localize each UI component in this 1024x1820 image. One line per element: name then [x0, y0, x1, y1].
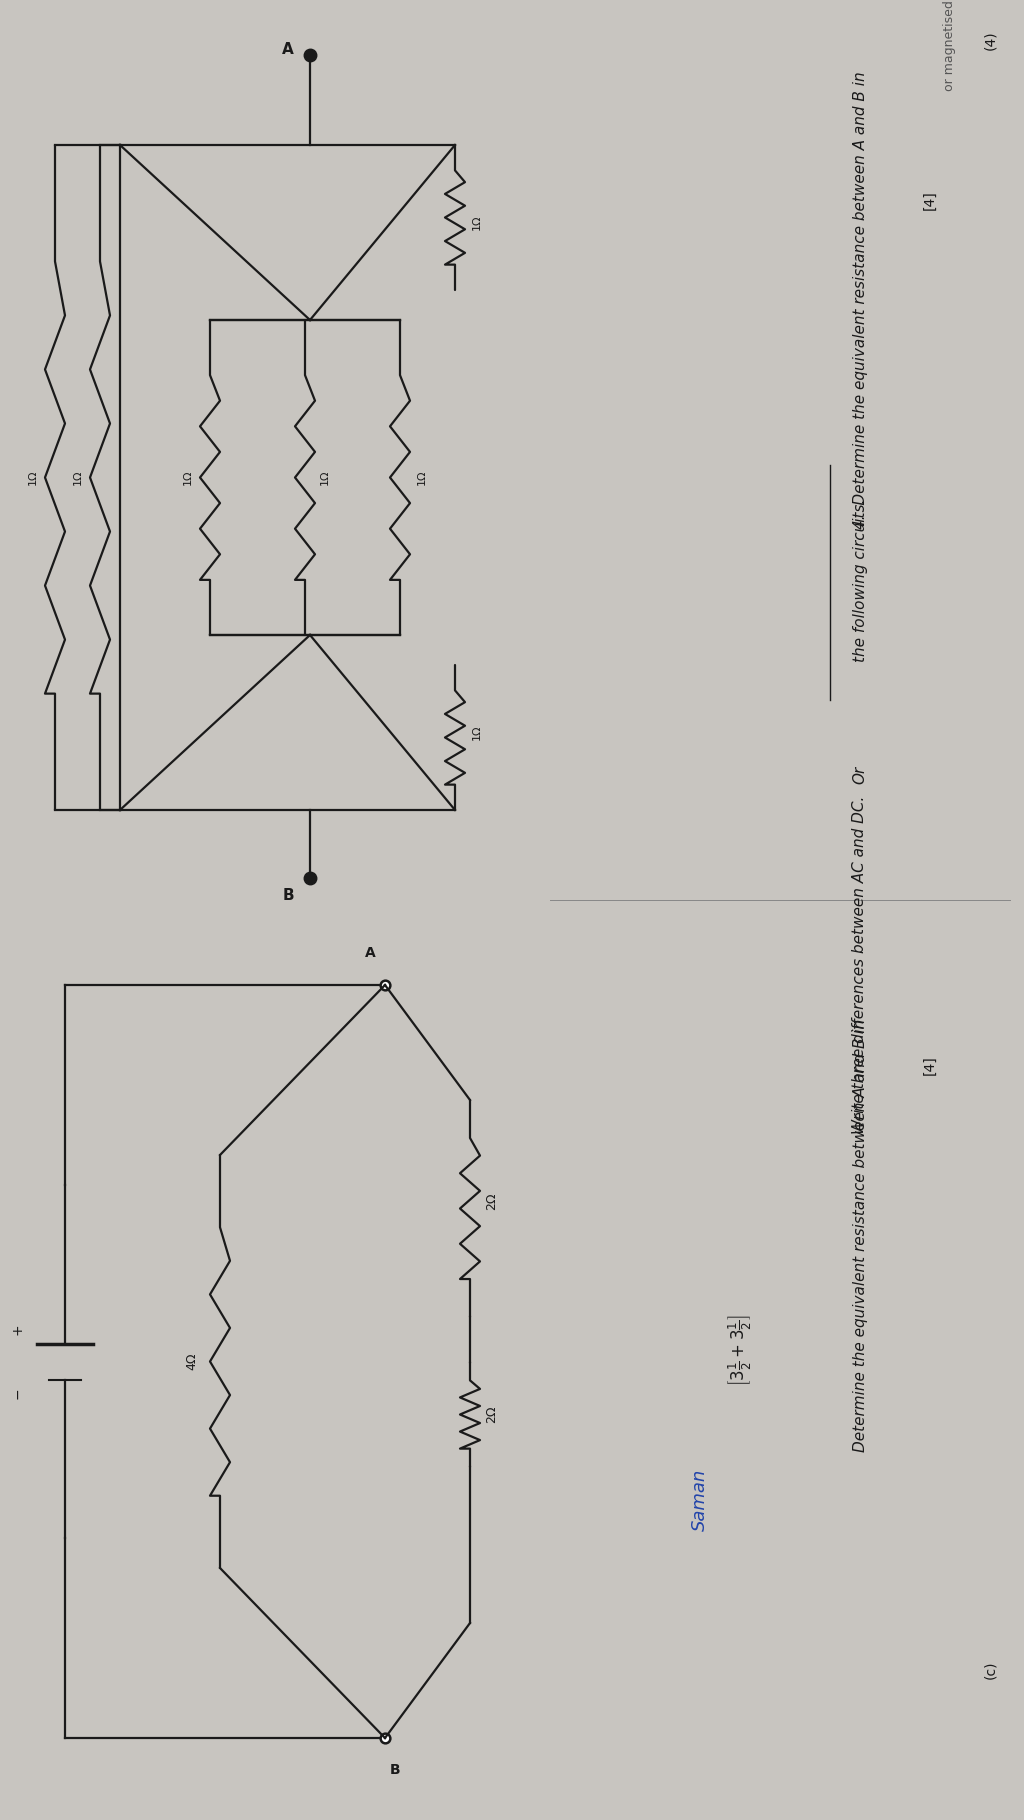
- Text: B: B: [390, 1764, 400, 1776]
- Text: 1Ω: 1Ω: [472, 215, 482, 231]
- Text: Write three differences between AC and DC.: Write three differences between AC and D…: [853, 795, 867, 1134]
- Text: +: +: [10, 1323, 24, 1336]
- Text: Saman: Saman: [691, 1469, 709, 1531]
- Text: or magnetised non bar ;: or magnetised non bar ;: [943, 0, 956, 91]
- Text: 1Ω: 1Ω: [73, 470, 83, 486]
- Text: Or: Or: [853, 766, 867, 784]
- Text: A: A: [283, 42, 294, 58]
- Text: Determine the equivalent resistance between A and B in: Determine the equivalent resistance betw…: [853, 1019, 867, 1452]
- Text: [4]: [4]: [923, 189, 937, 209]
- Text: [4]: [4]: [923, 1056, 937, 1076]
- Text: 2Ω: 2Ω: [485, 1192, 499, 1210]
- Text: 4Ω: 4Ω: [185, 1352, 199, 1370]
- Text: 4.  Determine the equivalent resistance between A and B in: 4. Determine the equivalent resistance b…: [853, 71, 867, 530]
- Text: $\left[3\frac{1}{2}+3\frac{1}{2}\right]$: $\left[3\frac{1}{2}+3\frac{1}{2}\right]$: [726, 1314, 754, 1385]
- Text: A: A: [365, 946, 376, 959]
- Text: (c): (c): [983, 1660, 997, 1680]
- Text: (4): (4): [983, 31, 997, 49]
- Text: 2Ω: 2Ω: [485, 1405, 499, 1423]
- Text: 1Ω: 1Ω: [472, 724, 482, 741]
- Text: 1Ω: 1Ω: [417, 470, 427, 486]
- Text: the following circuits.: the following circuits.: [853, 499, 867, 662]
- Text: B: B: [283, 888, 294, 903]
- Text: 1Ω: 1Ω: [183, 470, 193, 486]
- Text: −: −: [10, 1387, 24, 1400]
- Text: 1Ω: 1Ω: [28, 470, 38, 486]
- Text: 1Ω: 1Ω: [319, 470, 330, 486]
